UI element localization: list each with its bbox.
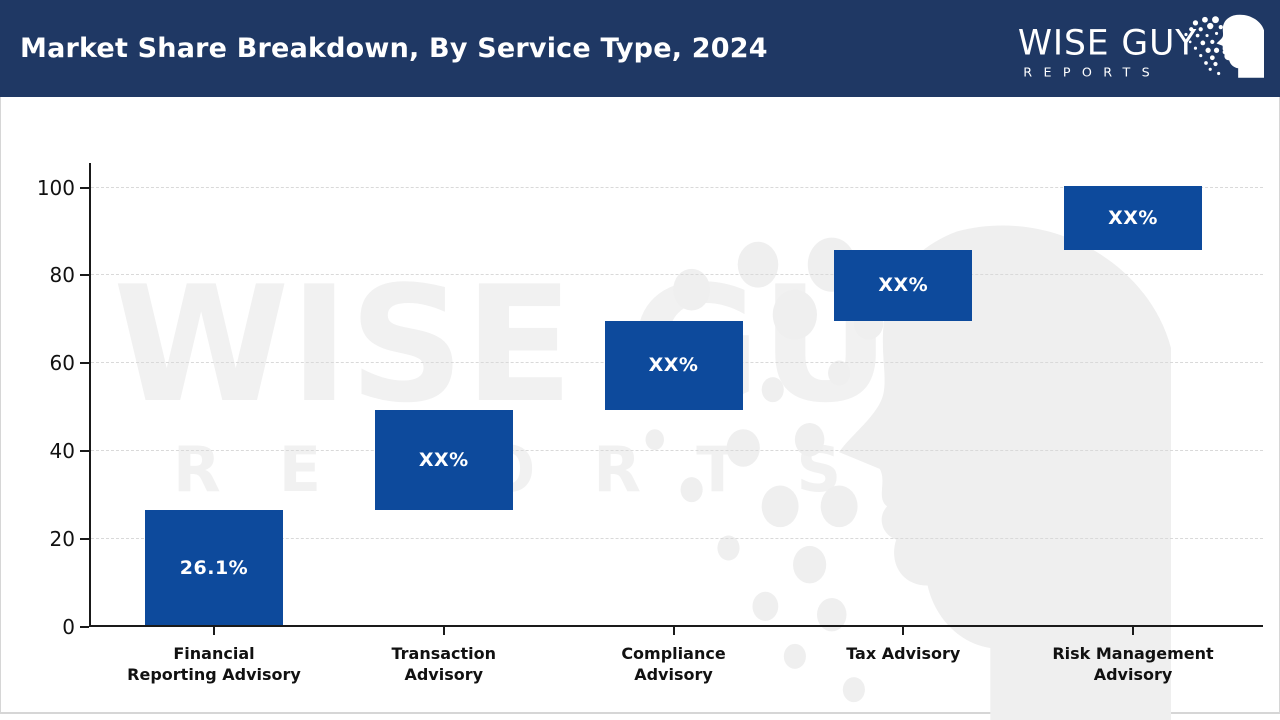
y-tick-mark [80,274,89,277]
bar: XX% [604,320,743,411]
logo-wordmark: WISE GUY [1018,23,1197,63]
bar-value-label: XX% [878,274,929,297]
y-tick-label: 80 [49,263,75,288]
y-tick-mark [80,626,89,628]
x-category-label: Risk Management Advisory [1003,643,1263,685]
bar: XX% [1064,185,1202,251]
x-tick-mark [672,627,675,635]
bar-value-label: XX% [1108,206,1158,229]
x-category-label-line: Advisory [1093,665,1173,684]
x-category-label-line: Risk Management [1052,644,1214,663]
brand-logo: WISE GUY REPORTS [1016,8,1266,90]
x-category-label-line: Reporting Advisory [127,665,301,684]
y-tick-label: 0 [62,615,75,639]
header-bar: Market Share Breakdown, By Service Type,… [0,0,1280,97]
x-category-label-line: Financial [173,644,255,663]
bar-value-label: 26.1% [179,556,249,579]
x-category-label-line: Transaction [391,644,497,663]
y-tick-label: 40 [49,439,75,464]
x-tick-mark [442,627,445,635]
bar: XX% [374,410,513,511]
y-tick-mark [80,186,89,189]
x-category-label: Tax Advisory [773,643,1033,664]
x-category-label-line: Compliance [621,644,726,663]
x-category-label: Compliance Advisory [544,643,804,685]
x-category-label-line: Advisory [404,665,484,684]
logo-reports-wordmark: REPORTS [1023,64,1161,79]
gridline [91,186,1263,188]
logo-graphic: WISE GUY REPORTS [1018,14,1264,79]
page-title: Market Share Breakdown, By Service Type,… [20,33,768,64]
gridline [91,450,1263,452]
x-tick-mark [1132,627,1134,635]
y-tick-mark [80,538,89,541]
bar: 26.1% [145,510,283,625]
bar-value-label: XX% [648,354,699,377]
y-tick-label: 60 [49,351,75,376]
bar: XX% [834,250,973,321]
x-category-label: Financial Reporting Advisory [84,643,344,685]
y-tick-mark [80,450,89,453]
chart-canvas: WISE GUY REPORTS 0 20 40 60 80 100 26.1% Financ… [0,97,1280,720]
x-category-label-line: Tax Advisory [846,644,961,663]
gridline [91,274,1263,276]
y-tick-label: 100 [36,175,75,200]
y-tick-mark [80,362,89,365]
x-category-label-line: Advisory [634,665,713,684]
bar-value-label: XX% [418,449,469,472]
x-tick-mark [213,627,215,635]
plot-area: 0 20 40 60 80 100 26.1% Financial Reporting Advi… [37,163,1263,684]
y-tick-label: 20 [49,527,75,552]
x-category-label: Transaction Advisory [314,643,574,685]
x-tick-mark [902,627,905,635]
